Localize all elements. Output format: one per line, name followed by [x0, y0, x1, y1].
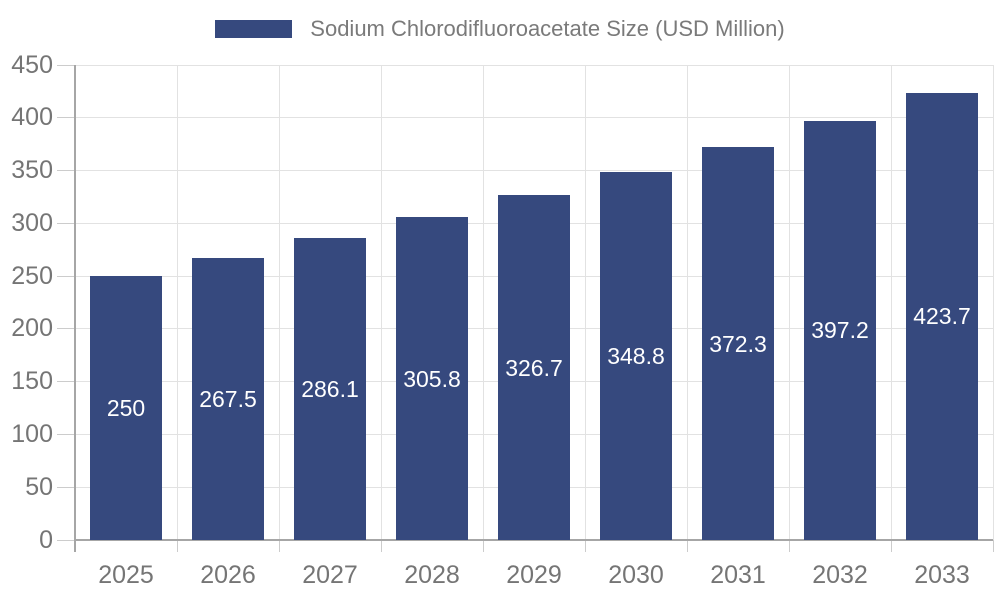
y-axis-label: 200	[11, 314, 53, 343]
x-axis-tick	[482, 540, 484, 552]
x-axis-line	[75, 539, 993, 541]
y-axis-label: 0	[39, 525, 53, 554]
bar[interactable]	[702, 147, 774, 540]
y-axis-tick	[57, 222, 75, 224]
y-axis-tick	[57, 64, 75, 66]
bar[interactable]	[906, 92, 978, 540]
x-axis-tick	[788, 540, 790, 552]
v-gridline	[992, 65, 994, 540]
x-axis-tick	[686, 540, 688, 552]
y-axis-tick	[57, 381, 75, 383]
x-axis-tick	[992, 540, 994, 552]
y-axis-tick	[57, 328, 75, 330]
bar[interactable]	[396, 217, 468, 540]
bar-value-label: 348.8	[607, 342, 665, 369]
v-gridline	[890, 65, 892, 540]
legend-swatch	[215, 20, 293, 38]
y-axis-label: 350	[11, 156, 53, 185]
x-axis-label: 2031	[710, 561, 766, 589]
bar-value-label: 286.1	[301, 376, 359, 402]
bar-value-label: 305.8	[403, 365, 461, 392]
v-gridline	[380, 65, 382, 540]
x-axis-tick	[278, 540, 280, 552]
bar[interactable]	[600, 171, 672, 540]
x-axis-tick	[890, 540, 892, 552]
bar-value-label: 326.7	[505, 354, 563, 381]
y-axis-label: 50	[25, 472, 53, 501]
x-axis-tick	[380, 540, 382, 552]
h-gridline	[75, 170, 993, 172]
x-axis-label: 2026	[200, 561, 256, 589]
x-axis-tick	[584, 540, 586, 552]
bar[interactable]	[90, 276, 162, 540]
v-gridline	[482, 65, 484, 540]
y-axis-tick	[57, 433, 75, 435]
bar[interactable]	[294, 238, 366, 540]
y-axis-label: 100	[11, 419, 53, 448]
y-axis-tick	[57, 539, 75, 541]
x-axis-label: 2027	[302, 561, 358, 589]
v-gridline	[584, 65, 586, 540]
v-gridline	[686, 65, 688, 540]
v-gridline	[788, 65, 790, 540]
x-axis-label: 2032	[812, 561, 868, 589]
bar-value-label: 267.5	[199, 385, 257, 412]
bar-value-label: 397.2	[811, 317, 869, 344]
v-gridline	[278, 65, 280, 540]
y-axis-label: 150	[11, 367, 53, 396]
legend: Sodium Chlorodifluoroacetate Size (USD M…	[0, 16, 1000, 42]
y-axis-tick	[57, 170, 75, 172]
x-axis-label: 2028	[404, 561, 460, 589]
v-gridline	[176, 65, 178, 540]
bar[interactable]	[498, 195, 570, 540]
bar-value-label: 423.7	[913, 303, 971, 330]
h-gridline	[75, 117, 993, 119]
bar[interactable]	[192, 257, 264, 540]
y-axis-line	[74, 65, 76, 552]
y-axis-label: 400	[11, 103, 53, 132]
h-gridline	[75, 64, 993, 66]
x-axis-label: 2029	[506, 561, 562, 589]
y-axis-label: 250	[11, 261, 53, 290]
legend-label: Sodium Chlorodifluoroacetate Size (USD M…	[310, 16, 785, 41]
x-axis-tick	[176, 540, 178, 552]
y-axis-tick	[57, 486, 75, 488]
legend-item[interactable]: Sodium Chlorodifluoroacetate Size (USD M…	[215, 16, 785, 42]
bar-value-label: 250	[106, 395, 146, 422]
y-axis-label: 450	[11, 50, 53, 79]
y-axis-label: 300	[11, 208, 53, 237]
bar-value-label: 372.3	[709, 330, 767, 357]
y-axis-tick	[57, 117, 75, 119]
bar[interactable]	[804, 120, 876, 540]
x-axis-label: 2025	[98, 561, 154, 589]
x-axis-label: 2033	[914, 561, 970, 589]
y-axis-tick	[57, 275, 75, 277]
x-axis-label: 2030	[608, 561, 664, 589]
